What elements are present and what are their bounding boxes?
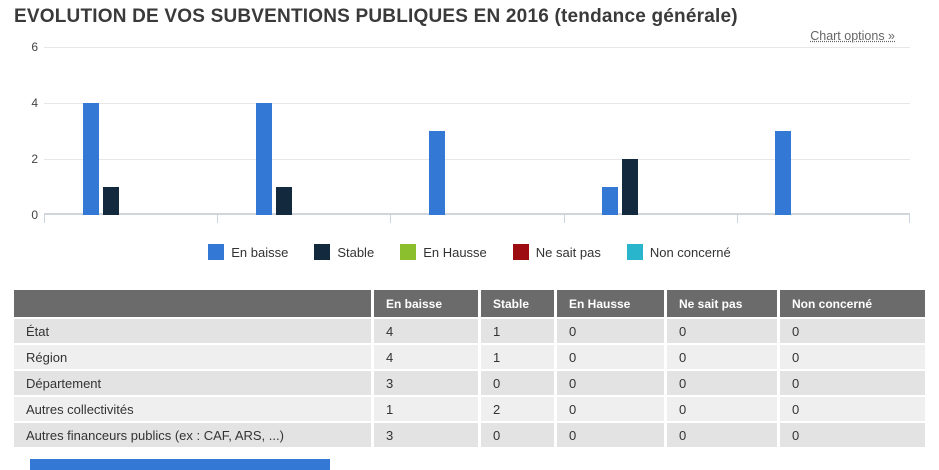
table-cell: 0 <box>557 397 664 421</box>
table-row-etat: État 4 1 0 0 0 <box>14 319 925 343</box>
table-cell: 0 <box>667 319 777 343</box>
legend-label: Non concerné <box>649 244 731 260</box>
table-cell: 0 <box>780 397 925 421</box>
table-cell: 0 <box>780 371 925 395</box>
table-header-cell-non-concerne: Non concerné <box>780 290 925 317</box>
bar-en-baisse-d-partement <box>429 131 445 215</box>
legend-swatch-icon <box>314 244 331 260</box>
legend-swatch-icon <box>208 244 225 260</box>
legend-swatch-icon <box>400 244 417 260</box>
x-axis-tick <box>736 215 738 223</box>
row-label: État <box>14 319 371 343</box>
legend-label: Stable <box>337 244 375 260</box>
table-row-autres-collectivites: Autres collectivités 1 2 0 0 0 <box>14 397 925 421</box>
table-cell: 3 <box>374 423 478 447</box>
gridline <box>44 159 910 160</box>
bar-stable-autres-collectivit-s <box>622 159 639 215</box>
y-axis-tick-label: 2 <box>31 152 38 166</box>
table-row-region: Région 4 1 0 0 0 <box>14 345 925 369</box>
legend-label: Ne sait pas <box>535 244 601 260</box>
table-cell: 3 <box>374 371 478 395</box>
table-cell: 0 <box>780 319 925 343</box>
x-axis-tick <box>390 215 392 223</box>
y-axis-tick-label: 4 <box>31 96 38 110</box>
partial-next-chart-bar <box>30 459 330 470</box>
legend-label: En baisse <box>231 244 289 260</box>
table-cell: 0 <box>780 423 925 447</box>
table-cell: 1 <box>481 319 554 343</box>
table-cell: 0 <box>667 397 777 421</box>
bar-en-baisse-r-gion <box>255 103 272 215</box>
table-cell: 0 <box>667 345 777 369</box>
table-row-departement: Département 3 0 0 0 0 <box>14 371 925 395</box>
table-header-cell-stable: Stable <box>481 290 554 317</box>
table-cell: 2 <box>481 397 554 421</box>
bar-en-baisse-autres-financeurs-publics-ex-caf-ars <box>775 131 792 215</box>
table-cell: 0 <box>667 423 777 447</box>
table-header-cell-en-hausse: En Hausse <box>557 290 664 317</box>
bar-stable-tat <box>102 187 119 215</box>
data-table: En baisse Stable En Hausse Ne sait pas N… <box>14 290 925 449</box>
legend-item-non-concern[interactable]: Non concerné <box>626 244 731 260</box>
table-header-cell-en-baisse: En baisse <box>374 290 478 317</box>
chart-legend: En baisse Stable En Hausse Ne sait pas Non c… <box>0 242 939 262</box>
page-title: EVOLUTION DE VOS SUBVENTIONS PUBLIQUES E… <box>14 6 738 27</box>
x-axis-tick <box>44 215 45 223</box>
legend-label: En Hausse <box>423 244 487 260</box>
table-cell: 0 <box>481 371 554 395</box>
table-cell: 0 <box>667 371 777 395</box>
x-axis-tick <box>909 215 910 223</box>
table-cell: 0 <box>481 423 554 447</box>
y-axis-tick-label: 0 <box>31 208 38 222</box>
table-header-cell-ne-sait-pas: Ne sait pas <box>667 290 777 317</box>
gridline <box>44 103 910 104</box>
table-cell: 1 <box>374 397 478 421</box>
y-axis-tick-label: 6 <box>31 40 38 54</box>
table-cell: 4 <box>374 319 478 343</box>
legend-item-stable[interactable]: Stable <box>314 244 374 260</box>
legend-item-en-baisse[interactable]: En baisse <box>208 244 288 260</box>
table-row-autres-financeurs: Autres financeurs publics (ex : CAF, ARS… <box>14 423 925 447</box>
table-cell: 0 <box>557 319 664 343</box>
legend-item-ne-sait-pas[interactable]: Ne sait pas <box>512 244 601 260</box>
table-cell: 0 <box>557 423 664 447</box>
table-cell: 1 <box>481 345 554 369</box>
row-label: Autres financeurs publics (ex : CAF, ARS… <box>14 423 371 447</box>
legend-swatch-icon <box>626 244 643 260</box>
x-axis-tick <box>217 215 219 223</box>
chart-options-link[interactable]: Chart options » <box>810 29 895 43</box>
row-label: Autres collectivités <box>14 397 371 421</box>
table-cell: 0 <box>780 345 925 369</box>
row-label: Département <box>14 371 371 395</box>
gridline <box>44 47 910 48</box>
x-axis-line <box>44 213 910 215</box>
legend-item-en-hausse[interactable]: En Hausse <box>400 244 487 260</box>
x-axis-tick <box>563 215 565 223</box>
table-header-row: En baisse Stable En Hausse Ne sait pas N… <box>14 290 925 317</box>
legend-swatch-icon <box>512 244 529 260</box>
table-header-cell-label <box>14 290 371 317</box>
table-cell: 0 <box>557 345 664 369</box>
plot-area: 0 2 4 6 <box>31 41 910 223</box>
bar-stable-r-gion <box>275 187 292 215</box>
table-cell: 0 <box>557 371 664 395</box>
bar-en-baisse-autres-collectivit-s <box>602 187 619 215</box>
bar-en-baisse-tat <box>82 103 99 215</box>
row-label: Région <box>14 345 371 369</box>
table-cell: 4 <box>374 345 478 369</box>
